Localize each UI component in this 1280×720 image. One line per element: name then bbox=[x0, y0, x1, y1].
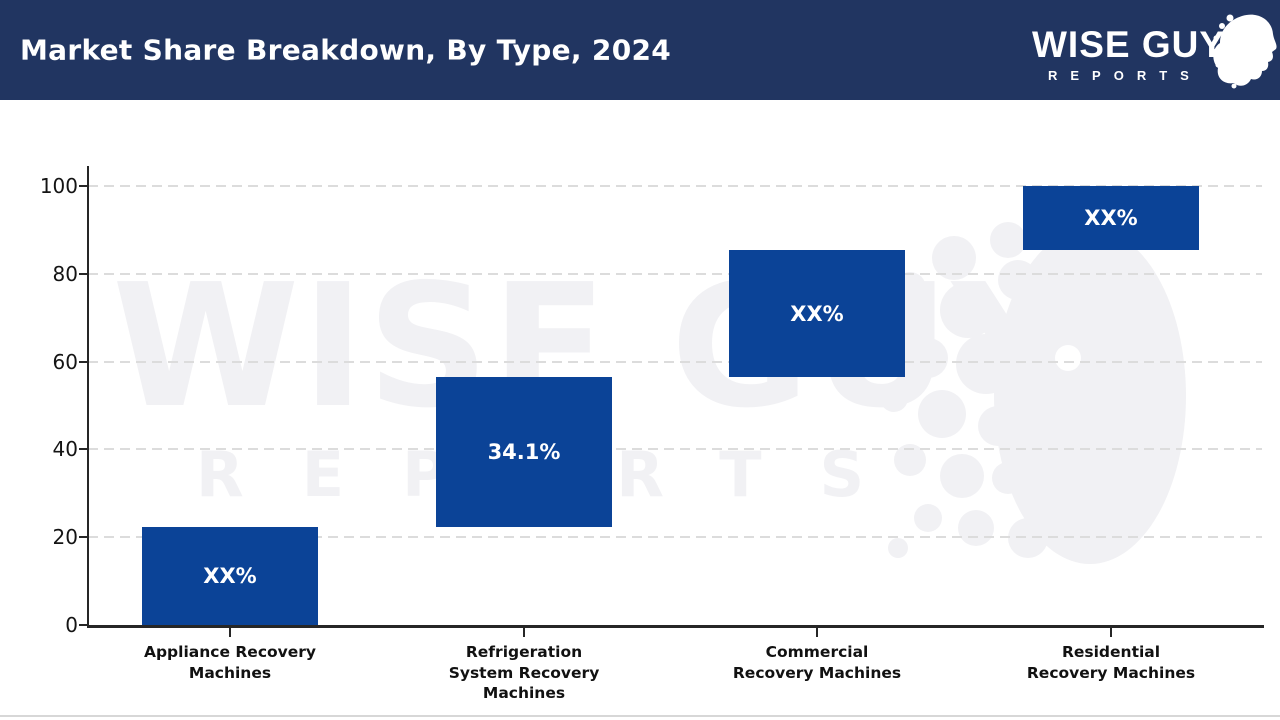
y-tick-label: 100 bbox=[39, 174, 78, 198]
gridline bbox=[88, 272, 1262, 275]
bar-segment bbox=[729, 250, 905, 377]
gridline bbox=[88, 360, 1262, 363]
wiseguy-logo: WISE GUY REPORTS bbox=[1030, 8, 1277, 92]
logo-sub-text: REPORTS bbox=[1048, 68, 1202, 83]
header-band: Market Share Breakdown, By Type, 2024 WI… bbox=[0, 0, 1280, 100]
y-tick-label: 80 bbox=[52, 261, 78, 286]
bar-value-label: 34.1% bbox=[487, 439, 561, 464]
bar-segment bbox=[142, 526, 318, 625]
bar-value-label: XX% bbox=[1084, 206, 1138, 231]
bar-segment bbox=[436, 376, 612, 527]
x-tick-mark bbox=[1110, 628, 1112, 637]
bottom-divider bbox=[0, 715, 1280, 717]
wiseguy-face-logo-icon bbox=[1212, 14, 1277, 89]
x-category-label: Residential Recovery Machines bbox=[1026, 643, 1196, 682]
y-tick-mark bbox=[79, 272, 88, 275]
bar-segment bbox=[1023, 186, 1199, 251]
x-tick-mark bbox=[816, 628, 818, 637]
x-axis bbox=[87, 625, 1264, 628]
gridline bbox=[88, 448, 1262, 451]
y-tick-label: 0 bbox=[65, 613, 78, 637]
y-tick-mark bbox=[79, 448, 88, 451]
bar-value-label: XX% bbox=[203, 563, 257, 588]
y-tick-mark bbox=[79, 624, 88, 626]
x-category-label: Commercial Recovery Machines bbox=[732, 643, 902, 682]
x-category-label: Refrigeration System Recovery Machines bbox=[448, 643, 600, 702]
chart-region: WISE GUY REPORTS 020406080100XX%Applianc… bbox=[0, 100, 1280, 720]
y-tick-mark bbox=[79, 360, 88, 363]
y-tick-label: 60 bbox=[52, 349, 78, 374]
x-category-label: Appliance Recovery Machines bbox=[143, 643, 317, 682]
x-tick-mark bbox=[523, 628, 525, 637]
logo-brand-text: WISE GUY bbox=[1032, 24, 1226, 65]
bar-value-label: XX% bbox=[790, 301, 844, 326]
x-tick-mark bbox=[229, 628, 231, 637]
y-tick-mark bbox=[79, 185, 88, 187]
page-title: Market Share Breakdown, By Type, 2024 bbox=[20, 33, 672, 67]
gridline bbox=[88, 536, 1262, 539]
y-tick-label: 40 bbox=[52, 437, 78, 462]
y-tick-mark bbox=[79, 536, 88, 539]
gridline bbox=[88, 185, 1262, 187]
plot-area: 0 20 40 60 80 100 XX% Appliance Recovery Machin… bbox=[0, 100, 1280, 720]
y-axis bbox=[87, 166, 89, 628]
y-tick-label: 20 bbox=[52, 525, 78, 550]
